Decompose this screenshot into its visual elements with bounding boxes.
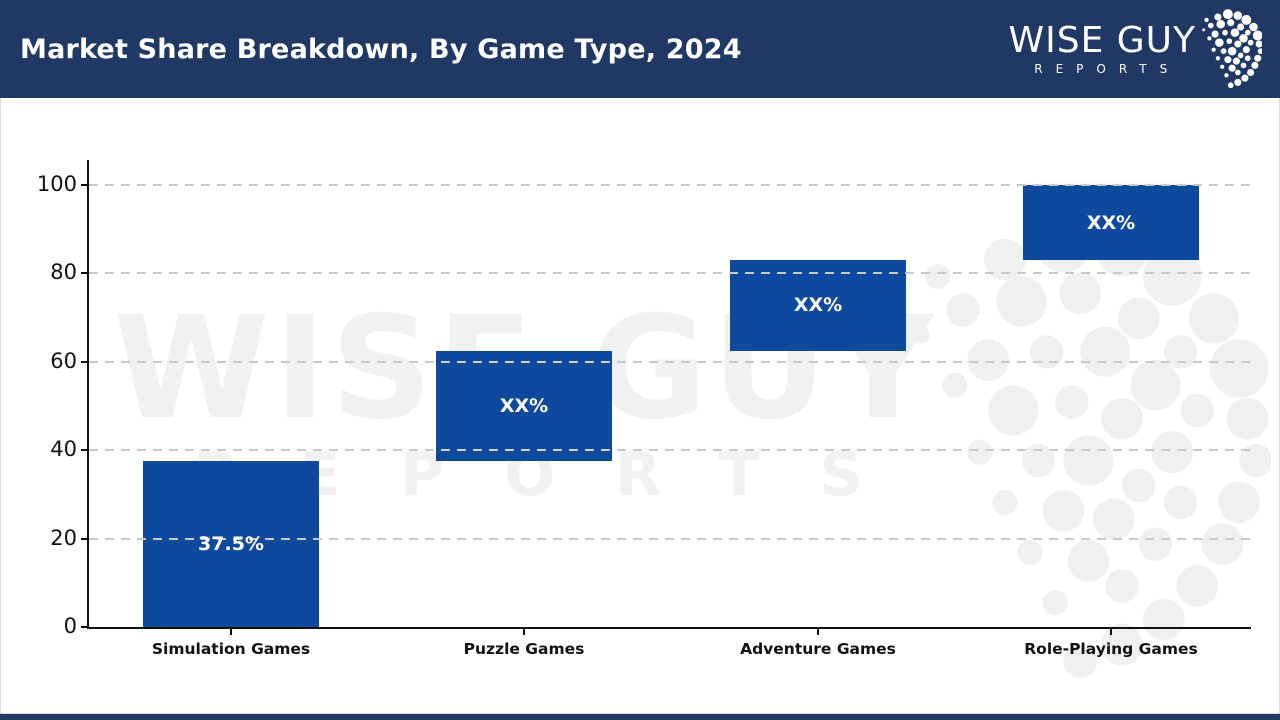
logo-line2: REPORTS — [1034, 62, 1181, 76]
footer-bar — [0, 714, 1280, 720]
x-category-label-2: Puzzle Games — [463, 640, 585, 658]
y-tick-20 — [81, 537, 89, 540]
y-tick-40 — [81, 449, 89, 452]
x-category-label-3: Adventure Games — [740, 640, 896, 658]
wiseguy-logo: WISE GUY REPORTS — [1008, 7, 1262, 91]
wiseguy-head-icon — [1202, 9, 1262, 89]
y-tick-label-80: 80 — [50, 260, 77, 285]
bar-simulation-games — [143, 461, 319, 627]
watermark-head-icon — [912, 218, 1271, 678]
y-tick-label-0: 0 — [63, 614, 77, 638]
x-axis-line — [87, 627, 1251, 629]
y-tick-0 — [81, 626, 89, 628]
bar-value-label-1: 37.5% — [198, 533, 264, 556]
y-axis-line — [87, 160, 89, 629]
logo-wordmark: WISE GUY REPORTS — [1008, 20, 1197, 76]
bar-puzzle-games — [436, 350, 612, 462]
x-tick-4 — [1110, 628, 1112, 635]
x-tick-3 — [817, 628, 819, 635]
gridline-60 — [89, 360, 1251, 363]
gridline-80 — [89, 272, 1251, 275]
chart-canvas: WISE GUY REPORTS 0 20 40 60 80 100 37.5% Simula… — [0, 98, 1280, 714]
bar-value-label-2: XX% — [499, 395, 549, 417]
y-tick-label-40: 40 — [50, 437, 77, 462]
x-tick-1 — [230, 628, 232, 635]
x-category-label-4: Role-Playing Games — [1024, 640, 1198, 658]
bar-adventure-games — [730, 260, 906, 351]
y-tick-80 — [81, 272, 89, 275]
gridline-20 — [89, 537, 1251, 540]
y-tick-label-60: 60 — [50, 348, 77, 373]
bar-value-label-3: XX% — [793, 294, 843, 317]
chart-title: Market Share Breakdown, By Game Type, 20… — [20, 33, 742, 65]
gridline-100 — [89, 184, 1251, 186]
y-tick-60 — [81, 360, 89, 363]
bar-role-playing-games — [1023, 185, 1199, 261]
x-category-label-1: Simulation Games — [151, 640, 311, 658]
y-tick-label-100: 100 — [36, 172, 77, 196]
logo-line1: WISE GUY — [1008, 20, 1196, 61]
y-tick-label-20: 20 — [50, 525, 77, 550]
y-tick-100 — [81, 184, 89, 186]
header: Market Share Breakdown, By Game Type, 20… — [0, 0, 1280, 98]
bar-value-label-4: XX% — [1086, 211, 1136, 234]
gridline-40 — [89, 449, 1251, 452]
x-tick-2 — [523, 628, 525, 635]
